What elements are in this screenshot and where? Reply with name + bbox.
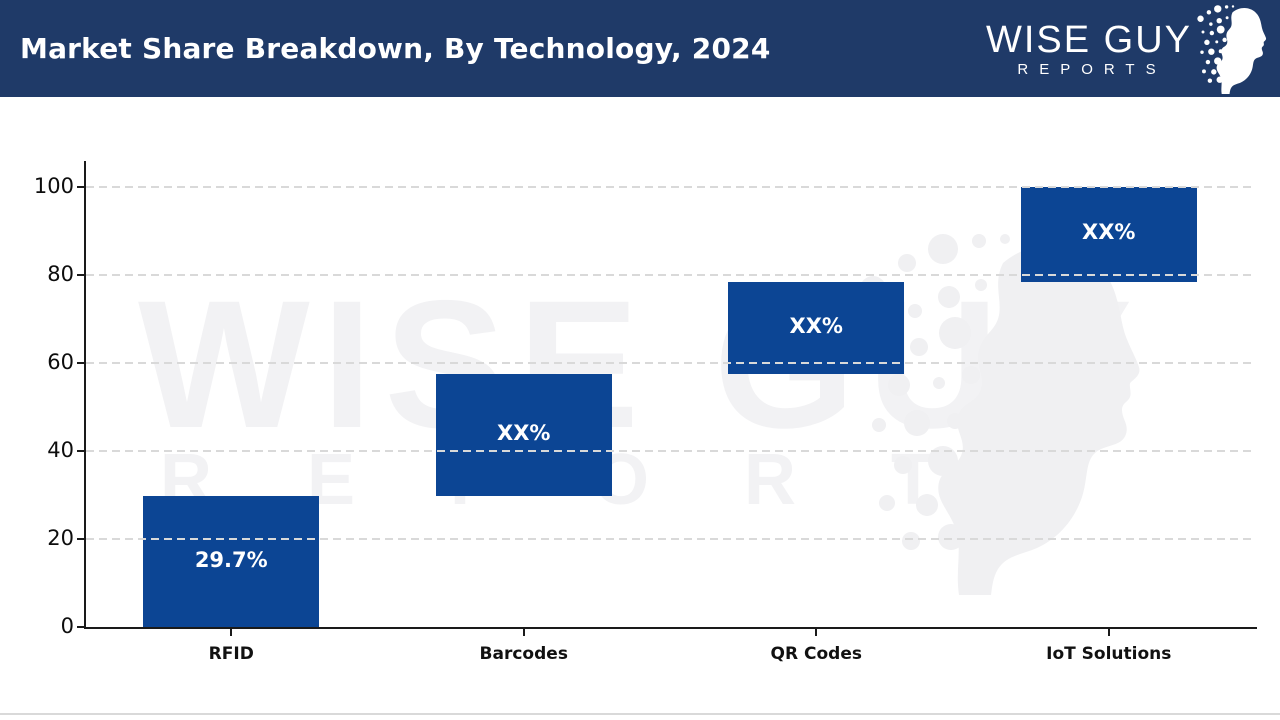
x-tick-label-2: QR Codes [770,644,862,664]
x-tick-label-0: RFID [208,644,254,664]
bar-rfid [143,496,320,627]
bottom-divider [0,713,1280,715]
gridline-40 [86,450,1255,452]
bar-barcodes [435,374,612,497]
y-tick-mark-80 [77,274,84,276]
y-tick-mark-100 [77,186,84,188]
brand-logo-text: WISE GUY REPORTS [986,21,1192,77]
x-axis-line [84,627,1257,629]
y-tick-label-80: 80 [47,262,74,286]
head-watermark-icon [860,234,1140,595]
y-tick-label-100: 100 [33,174,74,198]
brand-name: WISE GUY [985,18,1192,61]
gridline-80 [86,274,1255,276]
bar-value-label-0: 29.7% [194,547,268,572]
page-title: Market Share Breakdown, By Technology, 2… [20,32,771,65]
x-tick-mark-0 [230,629,233,636]
bar-value-label-3: XX% [1082,220,1136,245]
y-tick-mark-60 [77,362,84,364]
y-tick-label-60: 60 [47,350,74,374]
logo-head-icon [1197,5,1267,94]
bar-iot-solutions [1020,187,1197,282]
y-tick-label-20: 20 [47,526,74,550]
bar-value-label-2: XX% [789,313,843,338]
gridline-100 [86,186,1255,188]
y-axis-line [84,161,86,629]
brand-tagline: REPORTS [1017,60,1167,78]
chart-card: WISE GUY REPORTS 0 20 40 60 80 100 RFID Barcode… [0,97,1280,720]
y-tick-label-40: 40 [47,438,74,462]
y-tick-mark-0 [77,626,84,628]
bar-qr-codes [728,281,905,374]
y-tick-mark-20 [77,538,84,540]
x-tick-label-3: IoT Solutions [1046,644,1172,664]
y-tick-label-0: 0 [60,614,74,638]
brand-logo: WISE GUY REPORTS [986,3,1280,94]
x-tick-mark-3 [1107,629,1110,636]
x-tick-mark-2 [815,629,818,636]
bar-value-label-1: XX% [497,421,551,446]
x-tick-label-1: Barcodes [479,644,568,664]
gridline-60 [86,362,1255,364]
y-tick-mark-40 [77,450,84,452]
header: Market Share Breakdown, By Technology, 2… [0,0,1280,97]
gridline-20 [86,538,1255,540]
x-tick-mark-1 [522,629,525,636]
